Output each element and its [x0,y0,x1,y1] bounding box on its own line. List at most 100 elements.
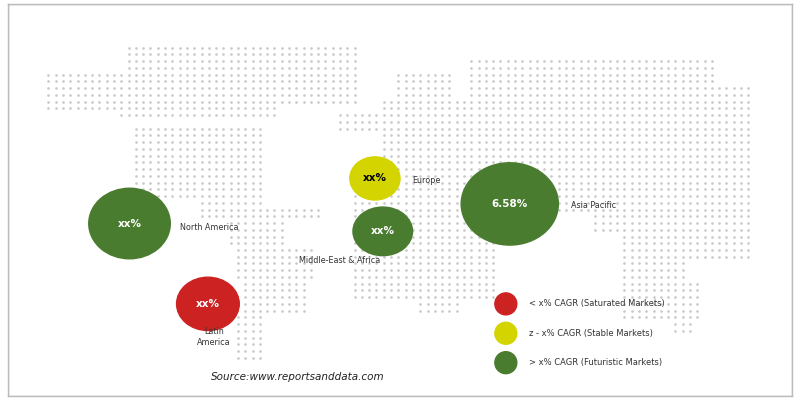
Point [443,98,456,105]
Point [713,226,726,233]
Point [385,226,398,233]
Point [530,186,543,192]
Point [151,98,164,105]
Point [706,112,718,118]
Point [158,112,171,118]
Point [443,132,456,138]
Point [261,240,274,246]
Point [355,260,368,267]
Point [727,193,740,199]
Point [669,132,682,138]
Point [210,112,222,118]
Point [691,193,704,199]
Point [669,152,682,159]
Point [312,213,325,220]
Point [647,274,660,280]
Point [610,78,623,85]
Point [188,193,201,199]
Point [282,267,295,274]
Point [458,132,470,138]
Point [713,92,726,98]
Point [363,226,376,233]
Point [224,105,237,112]
Point [210,85,222,91]
Point [610,65,623,71]
Point [626,294,638,300]
Point [676,247,689,253]
Point [239,334,252,341]
Point [458,274,470,280]
Point [326,85,339,91]
Point [676,280,689,287]
Point [341,112,354,118]
Point [115,78,128,85]
Point [166,139,178,145]
Point [202,78,215,85]
Point [144,44,157,51]
Point [727,213,740,220]
Point [181,72,194,78]
Point [669,274,682,280]
Point [378,159,390,166]
Point [486,179,499,186]
Point [618,267,630,274]
Point [275,44,288,51]
Point [231,321,244,327]
Point [392,254,405,260]
Point [727,132,740,138]
Point [195,213,208,220]
Point [567,105,580,112]
Point [610,200,623,206]
Point [720,173,733,179]
Point [676,126,689,132]
Point [662,152,674,159]
Point [662,267,674,274]
Point [654,200,667,206]
Point [282,287,295,294]
Point [385,132,398,138]
Point [509,112,522,118]
Point [465,152,478,159]
Point [582,112,594,118]
Point [662,179,674,186]
Point [494,72,507,78]
Point [596,78,609,85]
Point [348,72,361,78]
Point [494,186,507,192]
Point [603,159,616,166]
Point [742,112,754,118]
Point [610,226,623,233]
Point [421,308,434,314]
Point [706,85,718,91]
Point [421,126,434,132]
Point [254,247,266,253]
Point [50,72,62,78]
Point [633,58,646,64]
Point [647,72,660,78]
Point [392,193,405,199]
Point [436,159,449,166]
Point [406,287,419,294]
Point [231,78,244,85]
Ellipse shape [495,322,517,344]
Point [378,119,390,125]
Point [158,92,171,98]
Point [312,98,325,105]
Point [144,159,157,166]
Point [443,213,456,220]
Point [502,126,514,132]
Point [282,92,295,98]
Point [370,179,383,186]
Point [727,105,740,112]
Point [151,166,164,172]
Point [174,193,186,199]
Point [122,58,135,64]
Point [603,92,616,98]
Point [297,58,310,64]
Point [574,58,587,64]
Point [618,200,630,206]
Point [78,72,91,78]
Point [654,274,667,280]
Point [385,112,398,118]
Point [195,173,208,179]
